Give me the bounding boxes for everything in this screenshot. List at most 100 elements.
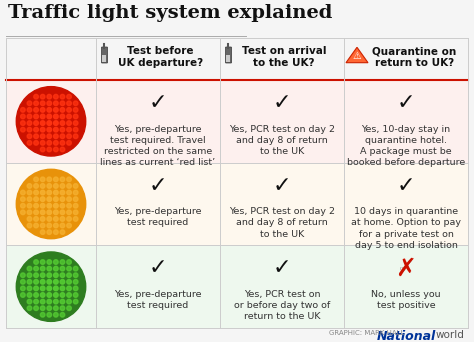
Circle shape — [16, 87, 86, 156]
Circle shape — [60, 147, 65, 152]
Text: ✗: ✗ — [395, 256, 417, 280]
Circle shape — [73, 197, 78, 201]
Circle shape — [20, 114, 25, 119]
Text: Test before
UK departure?: Test before UK departure? — [118, 46, 203, 68]
Circle shape — [40, 279, 45, 284]
Circle shape — [34, 134, 38, 139]
Circle shape — [54, 141, 58, 145]
Circle shape — [47, 190, 52, 195]
Circle shape — [40, 147, 45, 152]
Circle shape — [54, 293, 58, 297]
Circle shape — [20, 121, 25, 126]
Circle shape — [73, 273, 78, 277]
Circle shape — [27, 286, 32, 291]
Text: Yes, PCR test on day 2
and day 8 of return
to the UK: Yes, PCR test on day 2 and day 8 of retu… — [229, 124, 335, 156]
Circle shape — [67, 108, 72, 112]
Circle shape — [27, 127, 32, 132]
Text: 10 days in quarantine
at home. Option to pay
for a private test on
day 5 to end : 10 days in quarantine at home. Option to… — [351, 207, 461, 250]
Circle shape — [54, 197, 58, 201]
Circle shape — [47, 114, 52, 119]
Circle shape — [34, 266, 38, 271]
Circle shape — [54, 299, 58, 304]
Circle shape — [54, 184, 58, 188]
Circle shape — [40, 94, 45, 99]
Circle shape — [47, 141, 52, 145]
Circle shape — [34, 190, 38, 195]
Text: Traffic light system explained: Traffic light system explained — [8, 4, 332, 22]
Circle shape — [60, 177, 65, 182]
Circle shape — [47, 279, 52, 284]
Circle shape — [67, 101, 72, 106]
Circle shape — [47, 101, 52, 106]
Circle shape — [60, 266, 65, 271]
Circle shape — [47, 134, 52, 139]
Circle shape — [40, 313, 45, 317]
Circle shape — [54, 266, 58, 271]
Circle shape — [20, 273, 25, 277]
Text: Yes, PCR test on
or before day two of
return to the UK: Yes, PCR test on or before day two of re… — [234, 290, 330, 321]
Circle shape — [34, 184, 38, 188]
Circle shape — [27, 266, 32, 271]
Circle shape — [34, 210, 38, 215]
Circle shape — [34, 273, 38, 277]
Circle shape — [73, 108, 78, 112]
Circle shape — [54, 230, 58, 234]
Circle shape — [34, 108, 38, 112]
Circle shape — [60, 197, 65, 201]
Circle shape — [60, 190, 65, 195]
Circle shape — [60, 108, 65, 112]
Circle shape — [60, 184, 65, 188]
Circle shape — [34, 216, 38, 221]
Circle shape — [47, 197, 52, 201]
Circle shape — [40, 210, 45, 215]
FancyBboxPatch shape — [226, 47, 231, 63]
Circle shape — [27, 197, 32, 201]
Circle shape — [47, 313, 52, 317]
Circle shape — [60, 121, 65, 126]
Circle shape — [47, 230, 52, 234]
Circle shape — [40, 127, 45, 132]
Circle shape — [47, 286, 52, 291]
Circle shape — [27, 223, 32, 228]
Circle shape — [60, 299, 65, 304]
Circle shape — [47, 293, 52, 297]
Circle shape — [27, 273, 32, 277]
Circle shape — [54, 260, 58, 264]
Circle shape — [34, 203, 38, 208]
Circle shape — [47, 299, 52, 304]
Circle shape — [27, 306, 32, 311]
Circle shape — [34, 299, 38, 304]
Circle shape — [54, 147, 58, 152]
Circle shape — [47, 94, 52, 99]
Circle shape — [47, 266, 52, 271]
Circle shape — [54, 127, 58, 132]
Bar — [6, 163, 468, 245]
Circle shape — [67, 260, 72, 264]
Text: ✓: ✓ — [149, 93, 167, 113]
Circle shape — [34, 293, 38, 297]
Circle shape — [60, 286, 65, 291]
Circle shape — [60, 141, 65, 145]
Text: Yes, pre-departure
test required: Yes, pre-departure test required — [114, 290, 202, 310]
Circle shape — [60, 230, 65, 234]
Circle shape — [54, 286, 58, 291]
Text: ✓: ✓ — [397, 259, 415, 278]
Circle shape — [47, 273, 52, 277]
Circle shape — [60, 114, 65, 119]
Circle shape — [40, 114, 45, 119]
Circle shape — [67, 299, 72, 304]
Circle shape — [34, 286, 38, 291]
Circle shape — [67, 190, 72, 195]
Circle shape — [47, 306, 52, 311]
Circle shape — [67, 177, 72, 182]
Circle shape — [67, 203, 72, 208]
Circle shape — [73, 293, 78, 297]
Circle shape — [34, 114, 38, 119]
Circle shape — [40, 121, 45, 126]
FancyBboxPatch shape — [101, 47, 108, 63]
Circle shape — [54, 313, 58, 317]
Circle shape — [60, 223, 65, 228]
Circle shape — [27, 108, 32, 112]
Circle shape — [27, 203, 32, 208]
Circle shape — [34, 197, 38, 201]
